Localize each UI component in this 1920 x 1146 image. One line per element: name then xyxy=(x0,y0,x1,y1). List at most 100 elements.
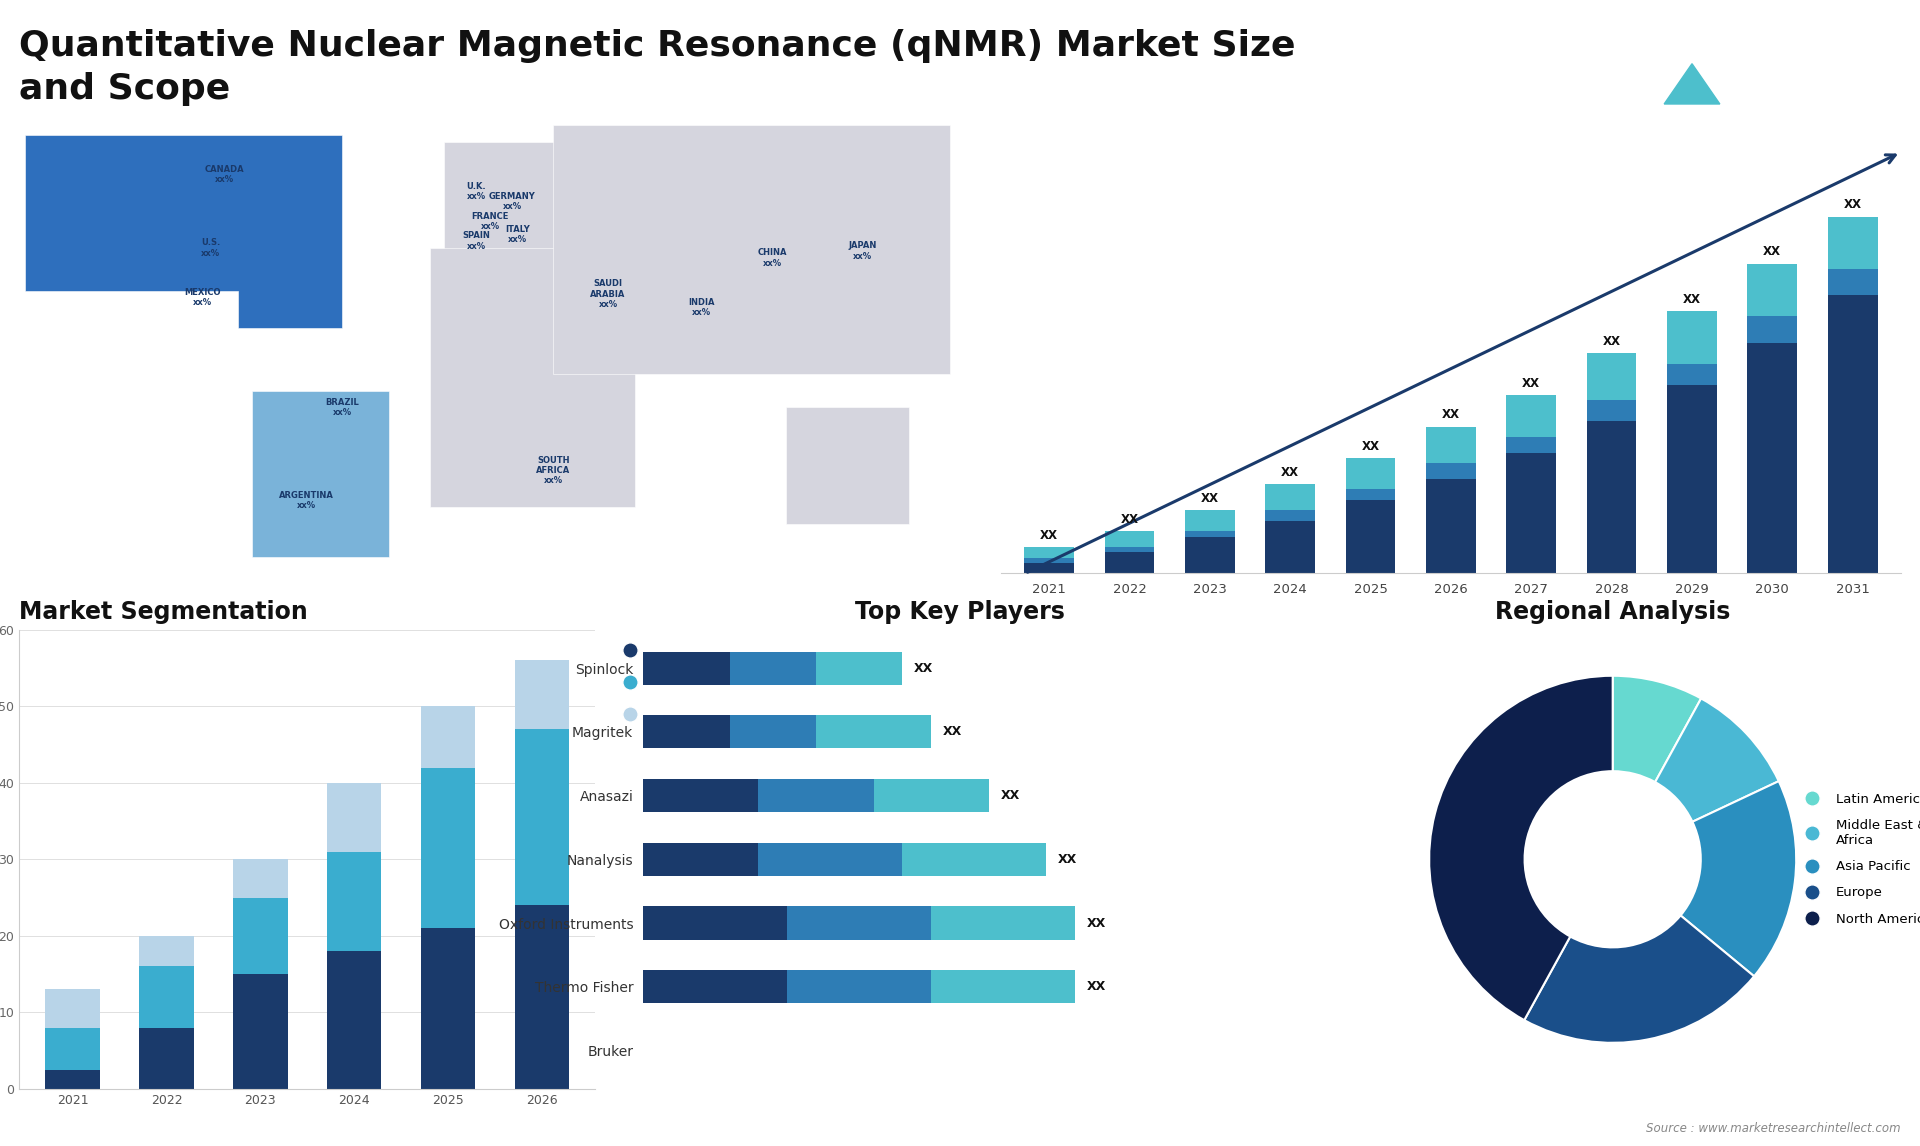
Text: XX: XX xyxy=(1121,513,1139,526)
Bar xyxy=(326,783,382,851)
Bar xyxy=(515,905,568,1089)
Bar xyxy=(816,715,931,748)
Text: BRAZIL
xx%: BRAZIL xx% xyxy=(326,398,359,417)
Text: RESEARCH: RESEARCH xyxy=(1772,63,1836,73)
Text: INTELLECT: INTELLECT xyxy=(1772,87,1836,97)
Bar xyxy=(1586,400,1636,422)
Bar xyxy=(515,660,568,729)
Text: Market Segmentation: Market Segmentation xyxy=(19,599,307,623)
Text: SPAIN
xx%: SPAIN xx% xyxy=(463,231,490,251)
Text: XX: XX xyxy=(914,661,933,675)
Bar xyxy=(420,768,476,928)
Bar xyxy=(1828,269,1878,296)
Bar xyxy=(326,851,382,951)
Bar xyxy=(1185,536,1235,573)
Bar xyxy=(232,897,288,974)
Text: XX: XX xyxy=(1000,790,1020,802)
Text: XX: XX xyxy=(1087,917,1106,929)
Text: XX: XX xyxy=(1041,528,1058,542)
Bar xyxy=(874,779,989,813)
Bar xyxy=(1023,547,1073,558)
Bar xyxy=(46,1028,100,1069)
Bar xyxy=(643,715,730,748)
Text: XX: XX xyxy=(1684,292,1701,306)
Text: Quantitative Nuclear Magnetic Resonance (qNMR) Market Size
and Scope: Quantitative Nuclear Magnetic Resonance … xyxy=(19,29,1296,107)
Polygon shape xyxy=(252,391,390,557)
Bar xyxy=(643,906,787,940)
Bar xyxy=(1185,510,1235,532)
Polygon shape xyxy=(1636,31,1747,104)
Legend: Latin America, Middle East &
Africa, Asia Pacific, Europe, North America: Latin America, Middle East & Africa, Asi… xyxy=(1793,787,1920,931)
Bar xyxy=(420,706,476,768)
Text: CANADA
xx%: CANADA xx% xyxy=(205,165,244,185)
Bar xyxy=(515,729,568,905)
Wedge shape xyxy=(1655,698,1778,822)
Text: XX: XX xyxy=(943,725,962,738)
Text: FRANCE
xx%: FRANCE xx% xyxy=(472,212,509,231)
Bar xyxy=(1104,552,1154,573)
Bar xyxy=(1747,316,1797,343)
Text: SAUDI
ARABIA
xx%: SAUDI ARABIA xx% xyxy=(589,280,626,309)
Text: INDIA
xx%: INDIA xx% xyxy=(687,298,714,317)
Bar xyxy=(758,842,902,876)
Bar xyxy=(420,928,476,1089)
Text: XX: XX xyxy=(1058,853,1077,865)
Text: XX: XX xyxy=(1763,245,1782,259)
Bar xyxy=(1265,521,1315,573)
Legend: Type, Application, Geography: Type, Application, Geography xyxy=(609,637,749,729)
Title: Top Key Players: Top Key Players xyxy=(854,599,1066,623)
Bar xyxy=(1346,500,1396,573)
Bar xyxy=(730,715,816,748)
Text: JAPAN
xx%: JAPAN xx% xyxy=(849,242,877,261)
Bar xyxy=(1427,426,1476,463)
Text: MARKET: MARKET xyxy=(1772,39,1822,49)
Bar xyxy=(730,652,816,684)
Bar xyxy=(1747,343,1797,573)
Bar xyxy=(902,842,1046,876)
Polygon shape xyxy=(430,248,636,507)
Wedge shape xyxy=(1680,782,1797,976)
Bar xyxy=(787,906,931,940)
Bar xyxy=(46,1069,100,1089)
Bar xyxy=(1427,463,1476,479)
Bar xyxy=(140,1028,194,1089)
Text: GERMANY
xx%: GERMANY xx% xyxy=(490,191,536,211)
Bar xyxy=(787,971,931,1003)
Bar xyxy=(1023,558,1073,563)
Bar xyxy=(1507,437,1555,453)
Text: XX: XX xyxy=(1603,335,1620,347)
Bar xyxy=(758,779,874,813)
Text: XX: XX xyxy=(1281,466,1300,479)
Bar xyxy=(1586,422,1636,573)
Bar xyxy=(326,951,382,1089)
Wedge shape xyxy=(1613,676,1701,782)
Bar xyxy=(1265,485,1315,510)
Polygon shape xyxy=(25,135,342,328)
Title: Regional Analysis: Regional Analysis xyxy=(1496,599,1730,623)
Bar xyxy=(1667,385,1716,573)
Bar xyxy=(1346,458,1396,489)
Bar xyxy=(816,652,902,684)
Text: CHINA
xx%: CHINA xx% xyxy=(758,248,787,267)
Bar xyxy=(232,974,288,1089)
Bar xyxy=(46,989,100,1028)
Wedge shape xyxy=(1428,676,1613,1020)
Text: ITALY
xx%: ITALY xx% xyxy=(505,225,530,244)
Text: MEXICO
xx%: MEXICO xx% xyxy=(184,288,221,307)
Text: XX: XX xyxy=(1843,198,1862,211)
Text: ARGENTINA
xx%: ARGENTINA xx% xyxy=(278,490,334,510)
Text: XX: XX xyxy=(1442,408,1459,421)
Text: XX: XX xyxy=(1361,440,1380,453)
Polygon shape xyxy=(553,125,950,374)
Text: XX: XX xyxy=(1087,980,1106,994)
Text: XX: XX xyxy=(1523,377,1540,390)
Text: U.S.
xx%: U.S. xx% xyxy=(202,238,221,258)
Bar xyxy=(1265,510,1315,521)
Bar xyxy=(1427,479,1476,573)
Bar xyxy=(1667,311,1716,363)
Polygon shape xyxy=(785,407,910,524)
Text: XX: XX xyxy=(1200,492,1219,505)
Polygon shape xyxy=(444,141,636,258)
Bar xyxy=(1507,395,1555,437)
Bar xyxy=(931,906,1075,940)
